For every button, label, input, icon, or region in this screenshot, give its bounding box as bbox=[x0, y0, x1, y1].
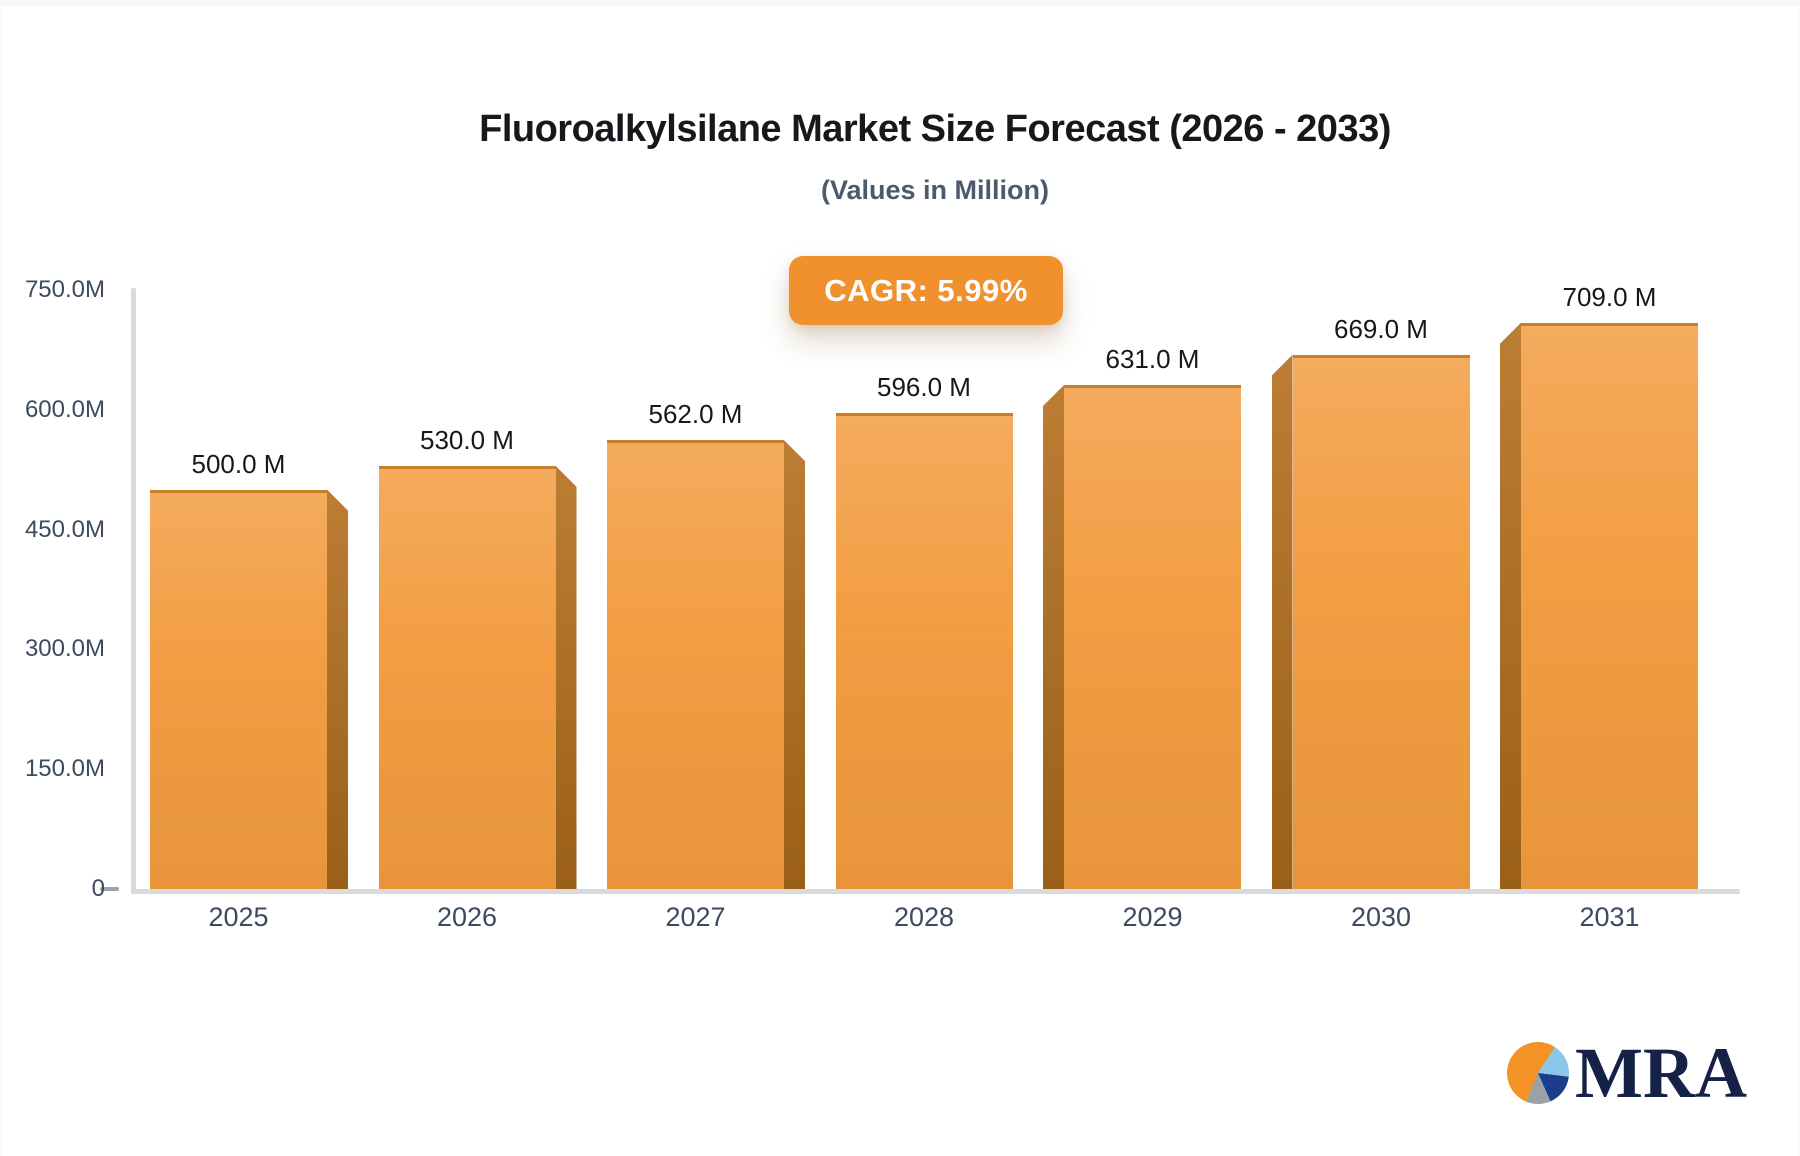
bar-value-label: 709.0 M bbox=[1562, 281, 1657, 312]
bar-side-3d-2026 bbox=[555, 465, 577, 889]
chart-title: Fluoroalkylsilane Market Size Forecast (… bbox=[479, 108, 1391, 150]
chart-header: Fluoroalkylsilane Market Size Forecast (… bbox=[70, 108, 1800, 206]
y-axis-tick-label: 450.0M bbox=[24, 515, 105, 543]
y-axis-tick-label: 300.0M bbox=[24, 635, 105, 663]
bar-value-label: 562.0 M bbox=[648, 399, 743, 430]
x-axis-tick-label: 2031 bbox=[1579, 902, 1640, 932]
pie-chart-logo-icon bbox=[1507, 1042, 1569, 1104]
zero-tick-mark bbox=[100, 887, 119, 891]
y-axis-line bbox=[131, 288, 136, 894]
chart-subtitle: (Values in Million) bbox=[820, 175, 1050, 205]
y-axis-tick-label: 0 bbox=[91, 875, 105, 902]
bar-2027[interactable] bbox=[607, 440, 784, 889]
bar-side-3d-2030 bbox=[1271, 354, 1293, 889]
cagr-badge: CAGR: 5.99% bbox=[789, 256, 1063, 325]
bar-2028[interactable] bbox=[835, 412, 1013, 889]
bar-value-label: 530.0 M bbox=[420, 424, 514, 455]
bar-value-label: 631.0 M bbox=[1105, 344, 1200, 375]
bar-value-label: 500.0 M bbox=[191, 448, 286, 479]
logo-text: MRA bbox=[1575, 1033, 1747, 1113]
bar-2030[interactable] bbox=[1292, 354, 1470, 889]
bar-2029[interactable] bbox=[1064, 385, 1241, 889]
bar-side-3d-2025 bbox=[327, 489, 348, 889]
bar-2025[interactable] bbox=[150, 489, 327, 889]
mra-logo: MRA bbox=[1507, 1033, 1747, 1113]
x-axis-tick-label: 2027 bbox=[665, 902, 726, 932]
x-axis-tick-label: 2029 bbox=[1122, 902, 1183, 932]
x-axis-tick-label: 2028 bbox=[893, 902, 955, 932]
bar-value-label: 669.0 M bbox=[1334, 313, 1428, 344]
x-axis-tick-label: 2025 bbox=[208, 902, 269, 932]
x-axis-tick-label: 2026 bbox=[436, 902, 498, 932]
y-axis-tick-label: 750.0M bbox=[24, 276, 105, 303]
bar-2031[interactable] bbox=[1521, 322, 1698, 889]
x-axis-tick-label: 2030 bbox=[1350, 902, 1412, 932]
y-axis-tick-label: 600.0M bbox=[24, 395, 105, 423]
bar-value-label: 596.0 M bbox=[877, 371, 971, 402]
x-axis-line bbox=[131, 889, 1740, 894]
bar-side-3d-2027 bbox=[784, 440, 805, 889]
bar-side-3d-2029 bbox=[1043, 385, 1064, 889]
bar-2026[interactable] bbox=[378, 465, 556, 889]
y-axis-tick-label: 150.0M bbox=[24, 755, 105, 783]
bar-side-3d-2031 bbox=[1500, 322, 1521, 889]
